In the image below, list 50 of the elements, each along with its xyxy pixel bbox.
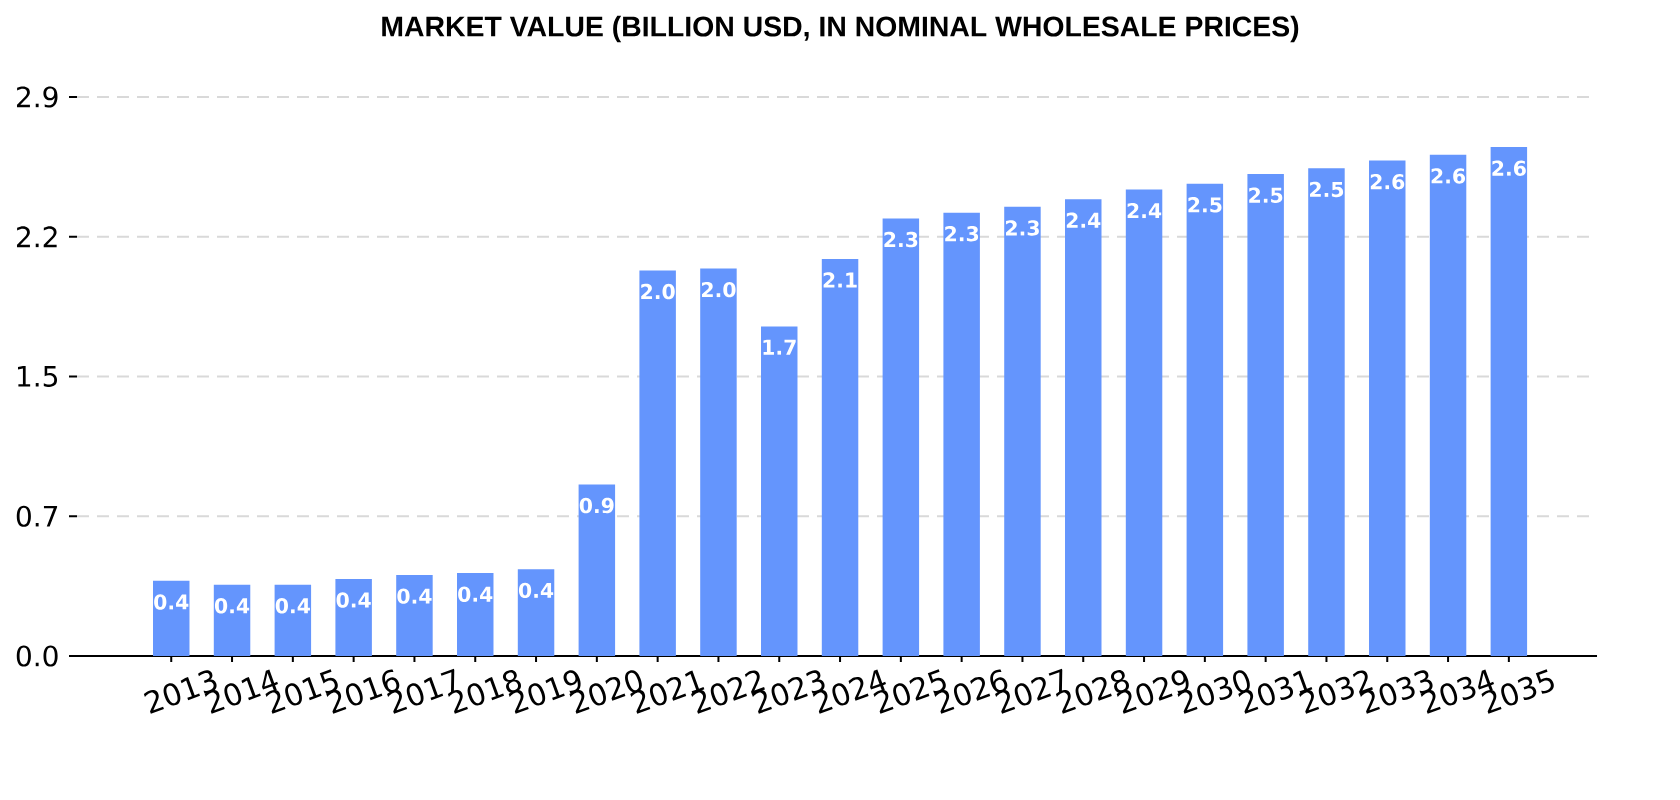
bar (578, 484, 616, 656)
data-label: 2.3 (945, 226, 979, 242)
data-label: 2.3 (884, 231, 918, 248)
data-label: 0.4 (397, 588, 432, 604)
data-label: 0.4 (214, 598, 250, 614)
y-tick-label: 1.5 (17, 366, 58, 387)
bar (1308, 168, 1345, 656)
y-tick-label: 0.0 (16, 645, 58, 667)
bar (1125, 189, 1163, 656)
bar (1247, 174, 1284, 656)
bar (1065, 199, 1102, 656)
bar (882, 218, 920, 656)
data-label: 0.4 (458, 586, 493, 602)
bar (700, 268, 737, 656)
data-label: 0.4 (154, 594, 189, 610)
bar (153, 580, 190, 656)
data-label: 2.5 (1188, 197, 1222, 213)
data-label: 2.6 (1370, 173, 1405, 190)
chart-title: MARKET VALUE (BILLION USD, IN NOMINAL WHOLESALE PRICES) (382, 15, 1299, 43)
data-label: 2.0 (702, 281, 736, 298)
data-label: 2.0 (641, 283, 675, 300)
data-label: 2.4 (1127, 202, 1162, 219)
data-label: 0.4 (518, 582, 554, 599)
bar (639, 270, 676, 656)
bar (396, 575, 433, 656)
bar (457, 573, 494, 656)
data-label: 0.4 (336, 592, 371, 608)
bar (1369, 160, 1406, 656)
bar (1004, 206, 1041, 656)
data-label: 2.3 (1006, 220, 1039, 236)
y-tick-label: 2.2 (16, 226, 57, 248)
data-label: 2.4 (1066, 212, 1101, 228)
bar (335, 578, 372, 656)
bar (761, 326, 798, 656)
bar (517, 569, 555, 656)
bar (1490, 147, 1528, 656)
data-label: 2.5 (1249, 187, 1283, 203)
y-tick-label: 0.7 (16, 505, 58, 527)
data-label: 2.6 (1492, 160, 1526, 176)
data-label: 2.5 (1310, 181, 1344, 198)
y-tick-label: 2.9 (16, 86, 58, 108)
bar (1429, 154, 1467, 656)
data-label: 2.6 (1431, 168, 1466, 184)
data-label: 2.1 (823, 272, 857, 288)
data-label: 0.4 (275, 598, 310, 614)
bar (821, 258, 859, 656)
data-label: 1.7 (763, 339, 796, 355)
bar (1186, 183, 1224, 656)
data-label: 0.9 (579, 497, 614, 514)
bar (943, 212, 980, 656)
